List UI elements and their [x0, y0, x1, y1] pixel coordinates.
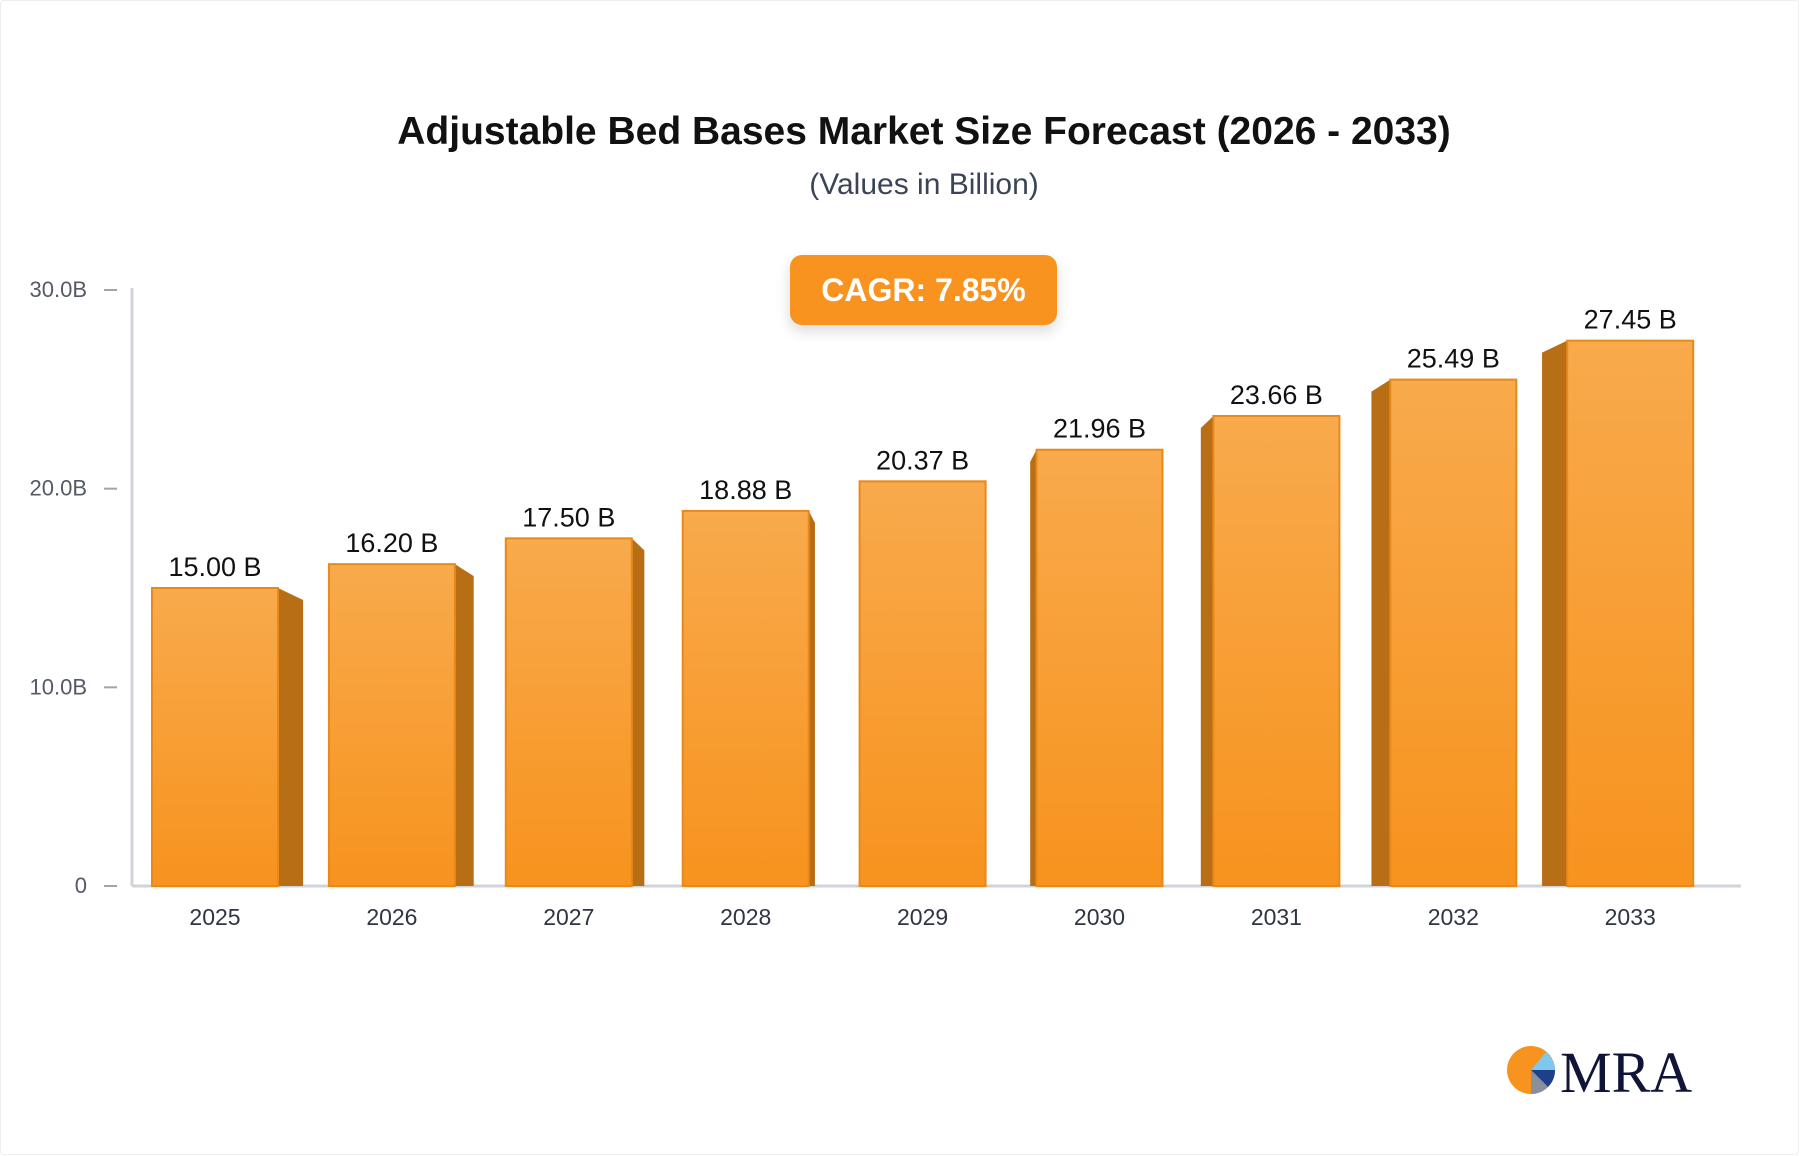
x-tick-label: 2026 — [366, 904, 417, 930]
data-label: 16.20 B — [345, 528, 438, 558]
bar — [1389, 378, 1518, 887]
bar — [858, 480, 987, 887]
y-tick-label: 30.0B — [30, 277, 88, 302]
bar — [327, 563, 456, 887]
bar-side — [631, 538, 645, 886]
chart-subtitle: (Values in Billion) — [809, 168, 1039, 201]
bar-side — [1200, 415, 1214, 886]
bar-side — [454, 564, 474, 886]
x-tick-label: 2025 — [189, 904, 240, 930]
data-label: 18.88 B — [699, 475, 792, 505]
y-tick-label: 20.0B — [30, 476, 88, 501]
chart-title: Adjustable Bed Bases Market Size Forecas… — [397, 110, 1451, 153]
bar — [504, 537, 633, 887]
data-label: 15.00 B — [168, 552, 261, 582]
bar-side — [1030, 449, 1037, 886]
data-label: 27.45 B — [1584, 305, 1677, 335]
bar-side — [278, 588, 304, 886]
x-tick-label: 2028 — [720, 904, 771, 930]
data-label: 21.96 B — [1053, 414, 1146, 444]
cagr-badge: CAGR: 7.85% — [790, 255, 1057, 325]
bar-side — [808, 510, 815, 886]
bar — [1566, 339, 1695, 888]
data-label: 17.50 B — [522, 502, 615, 532]
data-label: 20.37 B — [876, 445, 969, 475]
data-label: 23.66 B — [1230, 380, 1323, 410]
data-label: 25.49 B — [1407, 344, 1500, 374]
y-tick-label: 10.0B — [30, 674, 88, 699]
bar — [1035, 448, 1164, 887]
bar — [681, 509, 810, 887]
x-tick-label: 2027 — [543, 904, 594, 930]
x-tick-label: 2031 — [1251, 904, 1302, 930]
bar — [1212, 414, 1341, 887]
x-tick-label: 2033 — [1605, 904, 1656, 930]
bar-side — [1371, 379, 1391, 886]
logo-text: MRA — [1560, 1040, 1692, 1100]
x-tick-label: 2032 — [1428, 904, 1479, 930]
mra-logo: MRA — [1506, 1040, 1696, 1100]
x-tick-label: 2029 — [897, 904, 948, 930]
bar — [151, 587, 279, 887]
x-tick-label: 2030 — [1074, 904, 1125, 930]
bar-side — [1542, 340, 1568, 886]
y-tick-label: 0 — [75, 873, 87, 898]
logo-pie-icon: MRA — [1507, 1040, 1692, 1100]
